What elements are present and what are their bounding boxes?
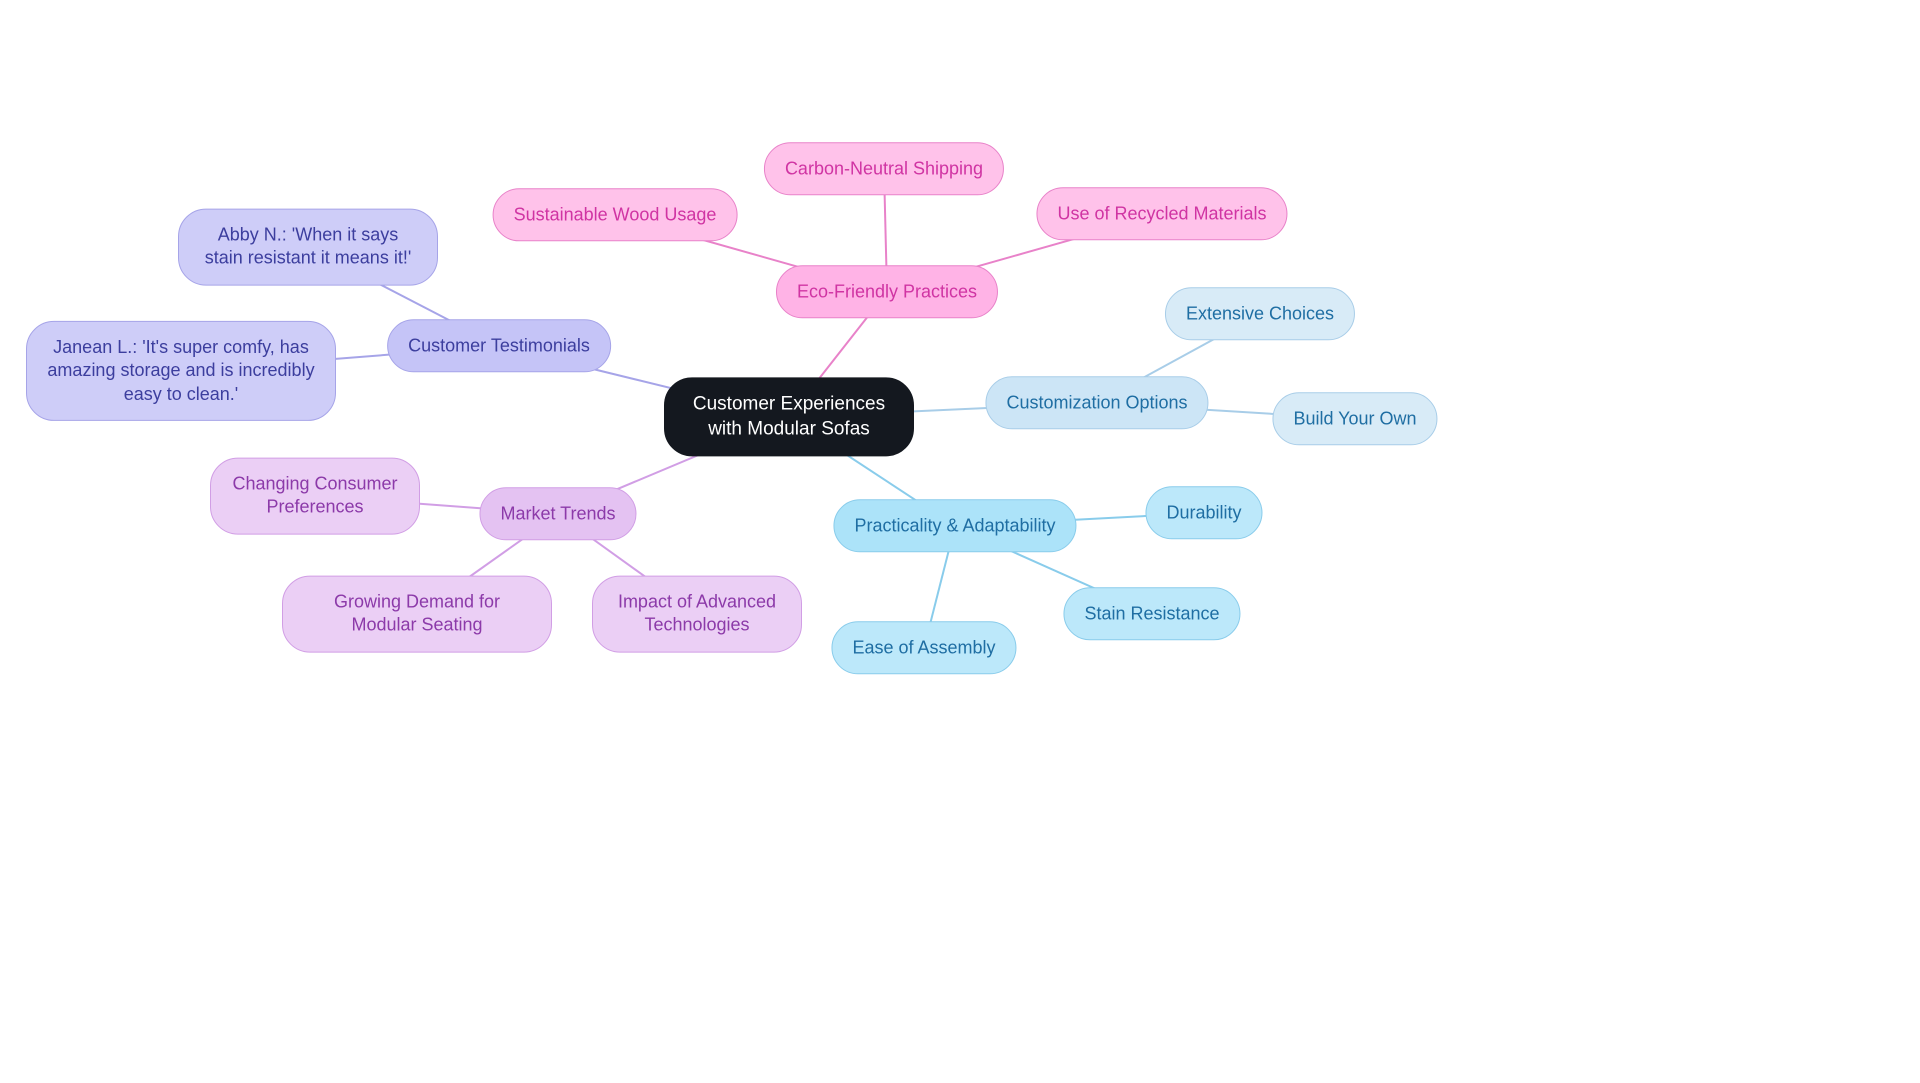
node-label: Build Your Own: [1293, 407, 1416, 430]
node-label: Market Trends: [500, 502, 615, 525]
node-label: Impact of Advanced Technologies: [613, 591, 781, 638]
node-label: Growing Demand for Modular Seating: [303, 591, 531, 638]
node-p-stain: Stain Resistance: [1063, 587, 1240, 640]
node-custom: Customization Options: [985, 376, 1208, 429]
node-eco-ship: Carbon-Neutral Shipping: [764, 142, 1004, 195]
node-label: Extensive Choices: [1186, 302, 1334, 325]
node-p-ease: Ease of Assembly: [831, 621, 1016, 674]
node-c-extensive: Extensive Choices: [1165, 287, 1355, 340]
node-t-janean: Janean L.: 'It's super comfy, has amazin…: [26, 321, 336, 421]
node-t-abby: Abby N.: 'When it says stain resistant i…: [178, 209, 438, 286]
node-testimonials: Customer Testimonials: [387, 319, 611, 372]
node-label: Changing Consumer Preferences: [231, 473, 399, 520]
node-eco-wood: Sustainable Wood Usage: [493, 188, 738, 241]
node-label: Abby N.: 'When it says stain resistant i…: [199, 224, 417, 271]
node-eco: Eco-Friendly Practices: [776, 265, 998, 318]
node-label: Customer Testimonials: [408, 334, 590, 357]
node-tr-demand: Growing Demand for Modular Seating: [282, 576, 552, 653]
node-label: Janean L.: 'It's super comfy, has amazin…: [47, 336, 315, 406]
node-label: Stain Resistance: [1084, 602, 1219, 625]
node-label: Durability: [1166, 501, 1241, 524]
node-label: Customization Options: [1006, 391, 1187, 414]
node-label: Customer Experiences with Modular Sofas: [685, 392, 893, 441]
node-label: Use of Recycled Materials: [1057, 202, 1266, 225]
node-tr-pref: Changing Consumer Preferences: [210, 458, 420, 535]
node-trends: Market Trends: [479, 487, 636, 540]
node-p-durable: Durability: [1145, 486, 1262, 539]
node-eco-recycled: Use of Recycled Materials: [1036, 187, 1287, 240]
node-label: Carbon-Neutral Shipping: [785, 157, 983, 180]
node-practical: Practicality & Adaptability: [833, 499, 1076, 552]
node-label: Eco-Friendly Practices: [797, 280, 977, 303]
node-label: Sustainable Wood Usage: [514, 203, 717, 226]
node-tr-tech: Impact of Advanced Technologies: [592, 576, 802, 653]
node-label: Ease of Assembly: [852, 636, 995, 659]
node-label: Practicality & Adaptability: [854, 514, 1055, 537]
node-root: Customer Experiences with Modular Sofas: [664, 377, 914, 456]
node-c-build: Build Your Own: [1272, 392, 1437, 445]
